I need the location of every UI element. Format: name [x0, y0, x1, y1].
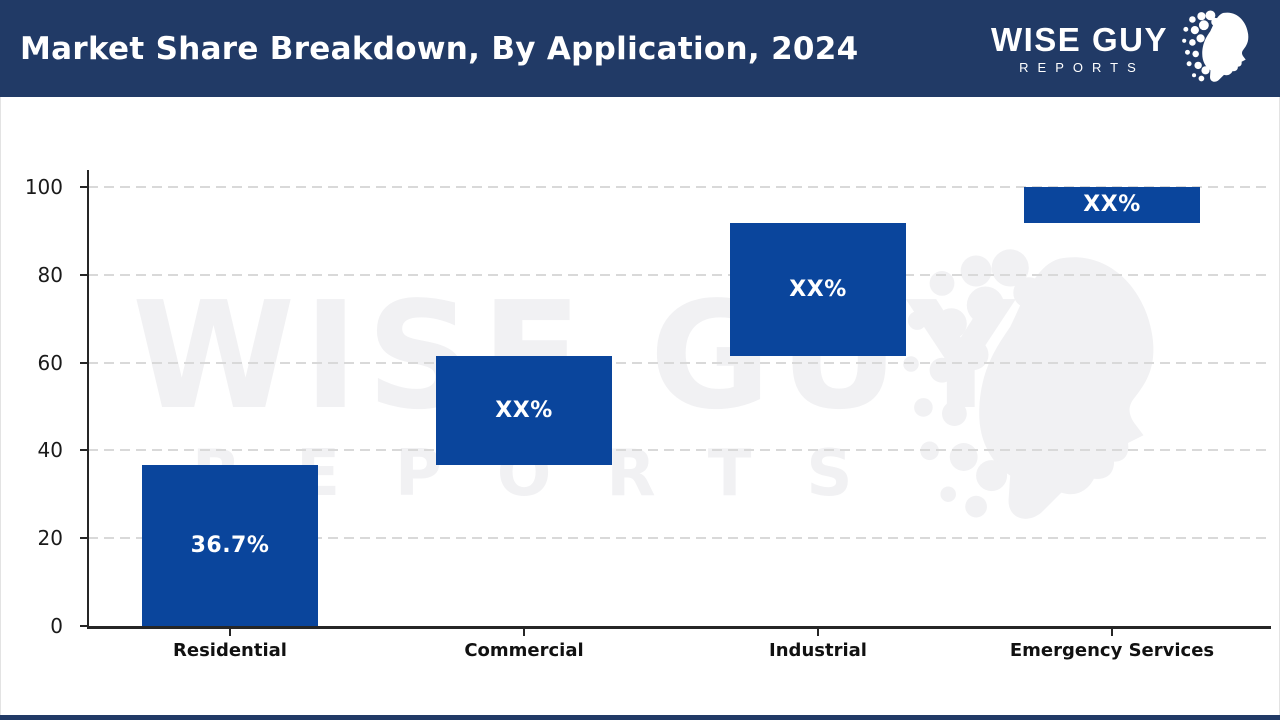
header: Market Share Breakdown, By Application, …	[0, 0, 1280, 97]
gridline	[88, 273, 1270, 276]
x-tick-mark	[817, 629, 819, 636]
page-title: Market Share Breakdown, By Application, …	[20, 30, 859, 67]
brand-name: WISE GUY	[990, 20, 1168, 58]
bar: XX%	[436, 356, 612, 465]
bar-value-label: XX%	[1083, 192, 1141, 218]
gridline	[88, 186, 1270, 188]
bar-value-label: 36.7%	[190, 532, 270, 558]
gridline	[88, 449, 1270, 452]
x-tick-mark	[229, 629, 231, 636]
y-tick-label: 20	[37, 526, 63, 551]
footer-bar	[0, 715, 1280, 720]
bar: XX%	[730, 222, 906, 357]
y-tick-mark	[80, 449, 87, 452]
watermark-face-icon	[903, 249, 1154, 519]
brand-logo-text: WISE GUY REPORTS	[991, 23, 1168, 75]
y-tick-mark	[80, 537, 87, 540]
y-tick-mark	[80, 361, 87, 364]
gridline	[88, 361, 1270, 364]
y-tick-mark	[80, 625, 87, 627]
bar-value-label: XX%	[789, 277, 847, 303]
x-tick-mark	[523, 629, 525, 636]
y-axis-line	[87, 170, 89, 628]
bar-value-label: XX%	[495, 398, 553, 424]
x-axis-label: Industrial	[769, 640, 867, 661]
gridline	[88, 537, 1270, 540]
x-axis-label: Commercial	[464, 640, 584, 661]
x-axis-label: Emergency Services	[1009, 640, 1215, 661]
y-tick-label: 0	[50, 614, 63, 638]
brand-subtitle: REPORTS	[1019, 59, 1145, 75]
x-axis-label: Residential	[173, 640, 287, 661]
bar: XX%	[1024, 187, 1200, 223]
y-tick-label: 100	[24, 175, 63, 199]
y-tick-label: 80	[37, 262, 63, 287]
brand-logo: WISE GUY REPORTS	[991, 8, 1260, 90]
x-tick-mark	[1111, 629, 1113, 636]
x-axis-line	[87, 626, 1271, 629]
y-tick-mark	[80, 186, 87, 188]
y-tick-label: 60	[37, 350, 63, 375]
y-tick-label: 40	[37, 438, 63, 463]
wise-guy-face-icon	[1182, 9, 1249, 82]
bar: 36.7%	[142, 464, 318, 626]
y-tick-mark	[80, 273, 87, 276]
